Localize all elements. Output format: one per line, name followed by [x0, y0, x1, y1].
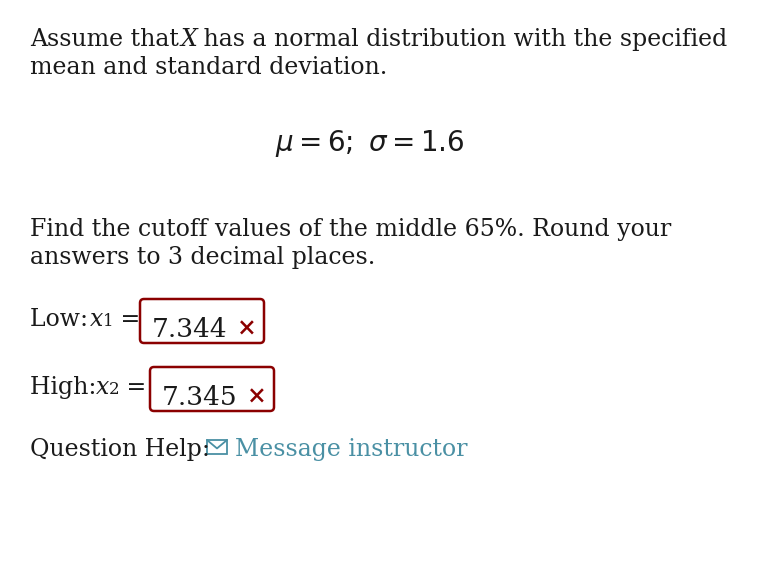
Text: 1: 1 — [103, 313, 114, 330]
Text: Low:: Low: — [30, 308, 95, 331]
Text: X: X — [181, 28, 198, 51]
FancyBboxPatch shape — [207, 440, 227, 454]
Text: x: x — [90, 308, 104, 331]
Text: 7.344: 7.344 — [152, 317, 228, 342]
Text: =: = — [119, 376, 147, 399]
FancyBboxPatch shape — [150, 367, 274, 411]
Text: ×: × — [237, 317, 257, 341]
Text: x: x — [96, 376, 109, 399]
Text: Find the cutoff values of the middle 65%. Round your: Find the cutoff values of the middle 65%… — [30, 218, 672, 241]
Text: 7.345: 7.345 — [162, 385, 238, 410]
Text: Message instructor: Message instructor — [235, 438, 467, 461]
Text: 2: 2 — [109, 381, 119, 398]
Text: ×: × — [247, 385, 267, 409]
FancyBboxPatch shape — [140, 299, 264, 343]
Text: Assume that: Assume that — [30, 28, 186, 51]
Text: has a normal distribution with the specified: has a normal distribution with the speci… — [196, 28, 727, 51]
Text: =: = — [113, 308, 140, 331]
Text: answers to 3 decimal places.: answers to 3 decimal places. — [30, 246, 375, 269]
Text: $\mu = 6;\ \sigma = 1.6$: $\mu = 6;\ \sigma = 1.6$ — [275, 128, 465, 159]
Text: High:: High: — [30, 376, 104, 399]
Text: Question Help:: Question Help: — [30, 438, 210, 461]
Text: mean and standard deviation.: mean and standard deviation. — [30, 56, 388, 79]
